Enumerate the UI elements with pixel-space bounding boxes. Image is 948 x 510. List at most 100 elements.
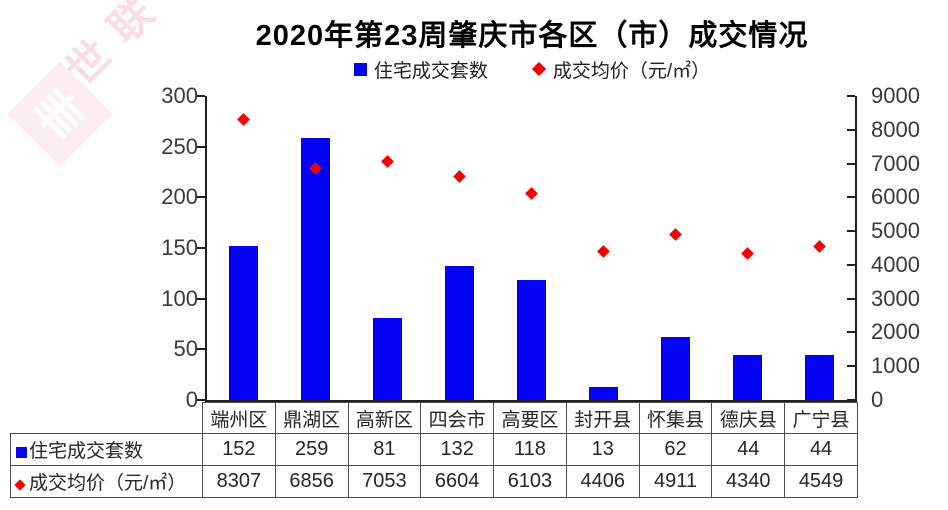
legend-square-icon [353, 62, 367, 76]
category-cell-德庆县: 德庆县 [711, 402, 786, 434]
right-axis-tick-label: 5000 [871, 218, 920, 244]
right-axis-tick-label: 3000 [871, 285, 920, 311]
value-cell-高新区: 7053 [347, 465, 422, 498]
right-axis-tick [847, 95, 855, 97]
value-cell-高要区: 6103 [493, 465, 567, 498]
price-point-广宁县 [812, 239, 826, 253]
category-cell-广宁县: 广宁县 [784, 402, 858, 434]
value-cell-鼎湖区: 6856 [274, 465, 349, 498]
value-cell-怀集县: 62 [638, 433, 713, 466]
value-cell-四会市: 132 [420, 433, 495, 466]
category-cell-四会市: 四会市 [420, 402, 495, 434]
right-axis-tick [847, 128, 855, 131]
left-axis-tick-label: 0 [185, 387, 198, 412]
plot-area [197, 95, 857, 402]
bar-端州区 [228, 245, 258, 400]
value-cell-广宁县: 4549 [784, 465, 858, 498]
right-axis-tick-label: 9000 [871, 83, 920, 108]
right-axis-tick [847, 297, 855, 300]
value-cell-端州区: 152 [202, 433, 276, 466]
right-axis-tick-label: 8000 [871, 116, 920, 142]
table-row: 成交均价（元/㎡） 8307 6856 7053 6604 6103 4406 4911 434… [10, 465, 858, 498]
price-point-封开县 [596, 244, 610, 258]
right-axis-tick-label: 4000 [871, 251, 920, 277]
bar-高新区 [372, 317, 402, 400]
row-label-cell: 住宅成交套数 [10, 433, 203, 466]
value-cell-高要区: 118 [493, 433, 567, 466]
right-axis-tick-label: 2000 [871, 319, 920, 345]
table-square-icon [16, 447, 27, 458]
price-point-高新区 [380, 155, 394, 169]
bar-高要区 [516, 280, 546, 400]
row-label-cell: 成交均价（元/㎡） [10, 465, 203, 498]
left-axis-tick-label: 200 [161, 184, 198, 210]
category-cell-怀集县: 怀集县 [638, 402, 713, 434]
right-axis-tick-label: 0 [871, 387, 884, 412]
row-label-text: 住宅成交套数 [29, 441, 144, 462]
left-axis-tick [197, 247, 205, 249]
legend-item-price: 成交均价（元/㎡） [531, 56, 711, 83]
value-cell-德庆县: 44 [711, 433, 786, 466]
value-cell-四会市: 6604 [420, 465, 495, 498]
price-point-四会市 [452, 170, 466, 184]
left-axis-tick [197, 297, 205, 300]
right-axis-tick [847, 365, 855, 368]
legend-units-label: 住宅成交套数 [373, 60, 488, 82]
watermark-logo-glyph: 卌 [25, 79, 95, 149]
bar-德庆县 [732, 355, 762, 400]
right-axis-tick [847, 331, 855, 334]
left-axis-tick [197, 145, 205, 148]
category-cell-鼎湖区: 鼎湖区 [274, 402, 349, 434]
table-category-row: 端州区 鼎湖区 高新区 四会市 高要区 封开县 怀集县 德庆县 广宁县 [11, 402, 858, 434]
left-axis-tick-label: 150 [161, 235, 198, 260]
bar-广宁县 [804, 355, 834, 400]
value-cell-封开县: 4406 [565, 465, 640, 498]
data-table: 端州区 鼎湖区 高新区 四会市 高要区 封开县 怀集县 德庆县 广宁县住宅成交套数 152 259 8… [10, 402, 858, 498]
left-axis-tick-label: 300 [161, 83, 198, 108]
price-point-德庆县 [740, 247, 754, 260]
chart-title: 2020年第23周肇庆市各区（市）成交情况 [255, 20, 809, 52]
value-cell-封开县: 13 [565, 433, 640, 466]
category-cell-封开县: 封开县 [565, 402, 640, 434]
left-axis-tick-label: 100 [161, 285, 198, 311]
category-cell-高新区: 高新区 [347, 402, 422, 434]
value-cell-高新区: 81 [347, 433, 422, 466]
left-axis-tick [197, 95, 205, 97]
value-cell-端州区: 8307 [202, 465, 276, 498]
legend-price-label: 成交均价（元/㎡） [552, 60, 711, 82]
value-cell-怀集县: 4911 [638, 465, 713, 498]
left-axis-tick [197, 348, 205, 351]
right-axis-labels: 0 1000 2000 3000 4000 5000 6000 7000 8000 9000 [871, 0, 945, 510]
bar-封开县 [588, 386, 618, 400]
right-axis-tick [847, 399, 855, 401]
bar-四会市 [444, 266, 474, 400]
left-axis-tick-label: 250 [161, 133, 198, 159]
right-axis-tick-label: 7000 [871, 150, 920, 176]
right-axis-tick [847, 162, 855, 165]
bar-鼎湖区 [300, 137, 330, 400]
right-axis-tick [847, 196, 855, 199]
value-cell-德庆县: 4340 [711, 465, 786, 498]
left-axis-tick [197, 196, 205, 199]
left-axis-tick-label: 50 [173, 336, 198, 362]
legend-item-units: 住宅成交套数 [353, 56, 488, 83]
price-point-高要区 [524, 187, 538, 201]
left-axis-labels: 0 50 100 150 200 250 300 [128, 0, 198, 510]
right-axis-tick [847, 230, 855, 233]
category-cell-高要区: 高要区 [493, 402, 567, 434]
left-axis-tick [197, 399, 205, 401]
right-axis-tick-label: 6000 [871, 184, 920, 210]
table-diamond-icon [14, 479, 26, 491]
price-point-端州区 [236, 113, 250, 126]
price-point-怀集县 [668, 227, 682, 241]
legend-diamond-icon [531, 61, 546, 77]
legend: 住宅成交套数 成交均价（元/㎡） [82, 56, 948, 82]
table-row: 住宅成交套数 152 259 81 132 118 13 62 44 44 [10, 433, 858, 466]
table-corner-cell [11, 403, 203, 434]
right-axis-tick-label: 1000 [871, 353, 920, 379]
row-label-text: 成交均价（元/㎡） [29, 473, 187, 494]
right-axis-tick [847, 263, 855, 266]
bar-怀集县 [660, 337, 690, 400]
value-cell-鼎湖区: 259 [274, 433, 349, 466]
